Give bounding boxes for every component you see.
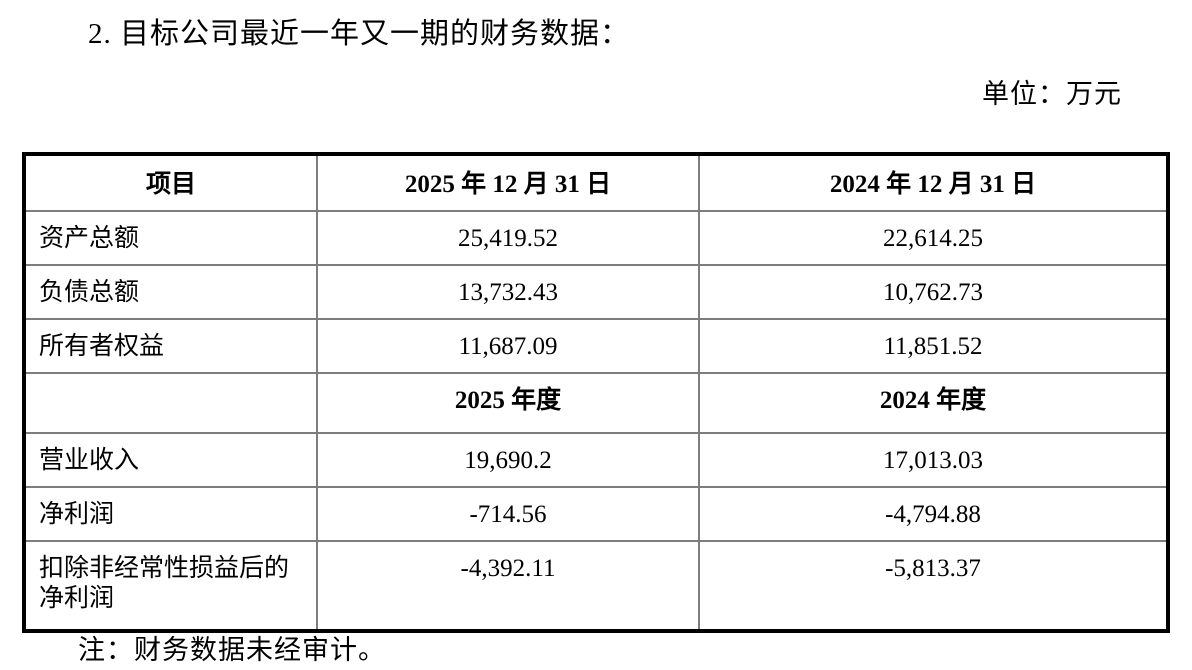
row-item-label: 营业收入	[23, 432, 318, 488]
row-value-2024: 22,614.25	[698, 210, 1169, 266]
row-item-label: 所有者权益	[23, 318, 318, 374]
row-value-2025: 25,419.52	[316, 210, 700, 266]
row-item-label: 负债总额	[23, 264, 318, 320]
period-label-2025: 2025 年度	[316, 372, 700, 434]
table-row-operating-revenue: 营业收入 19,690.2 17,013.03	[23, 432, 1169, 488]
table-row-net-profit-after-deduction: 扣除非经常性损益后的净利润 -4,392.11 -5,813.37	[23, 540, 1169, 632]
table-row-total-liabilities: 负债总额 13,732.43 10,762.73	[23, 264, 1169, 320]
row-value-2025: -4,392.11	[316, 540, 700, 632]
table-row-net-profit: 净利润 -714.56 -4,794.88	[23, 486, 1169, 542]
row-value-2024: 17,013.03	[698, 432, 1169, 488]
row-value-2024: -4,794.88	[698, 486, 1169, 542]
row-value-2025: 19,690.2	[316, 432, 700, 488]
period-empty-cell	[23, 372, 318, 434]
period-label-2024: 2024 年度	[698, 372, 1169, 434]
row-value-2024: 11,851.52	[698, 318, 1169, 374]
header-date-2024: 2024 年 12 月 31 日	[698, 153, 1169, 212]
table-header-row: 项目 2025 年 12 月 31 日 2024 年 12 月 31 日	[23, 153, 1169, 212]
financial-data-table: 项目 2025 年 12 月 31 日 2024 年 12 月 31 日 资产总…	[22, 152, 1170, 633]
row-value-2024: 10,762.73	[698, 264, 1169, 320]
row-item-label: 扣除非经常性损益后的净利润	[23, 540, 318, 632]
row-value-2025: 11,687.09	[316, 318, 700, 374]
header-date-2025: 2025 年 12 月 31 日	[316, 153, 700, 212]
unit-label: 单位：万元	[982, 79, 1122, 109]
section-title: 2. 目标公司最近一年又一期的财务数据：	[88, 18, 631, 50]
row-value-2025: 13,732.43	[316, 264, 700, 320]
table-period-header-row: 2025 年度 2024 年度	[23, 372, 1169, 434]
row-value-2025: -714.56	[316, 486, 700, 542]
header-item: 项目	[23, 153, 318, 212]
footnote: 注：财务数据未经审计。	[78, 635, 386, 665]
table-row-owners-equity: 所有者权益 11,687.09 11,851.52	[23, 318, 1169, 374]
row-value-2024: -5,813.37	[698, 540, 1169, 632]
row-item-label: 净利润	[23, 486, 318, 542]
row-item-label: 资产总额	[23, 210, 318, 266]
table-row-total-assets: 资产总额 25,419.52 22,614.25	[23, 210, 1169, 266]
